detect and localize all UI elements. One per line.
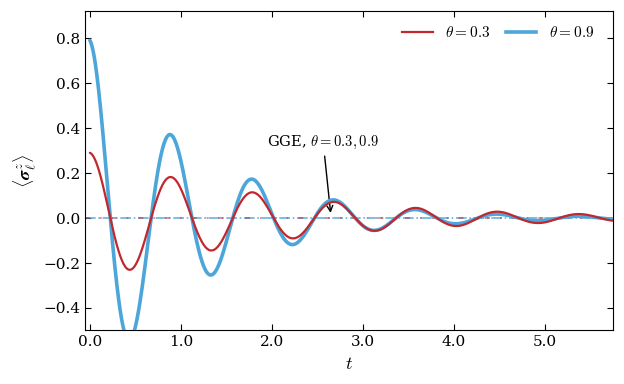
Text: GGE, $\theta = 0.3, 0.9$: GGE, $\theta = 0.3, 0.9$ [267,133,379,212]
Legend: $\theta = 0.3$, $\theta = 0.9$: $\theta = 0.3$, $\theta = 0.9$ [396,19,600,46]
Y-axis label: $\langle \boldsymbol{\sigma}^z_\ell \rangle$: $\langle \boldsymbol{\sigma}^z_\ell \ran… [11,154,38,188]
X-axis label: $t$: $t$ [345,355,353,373]
